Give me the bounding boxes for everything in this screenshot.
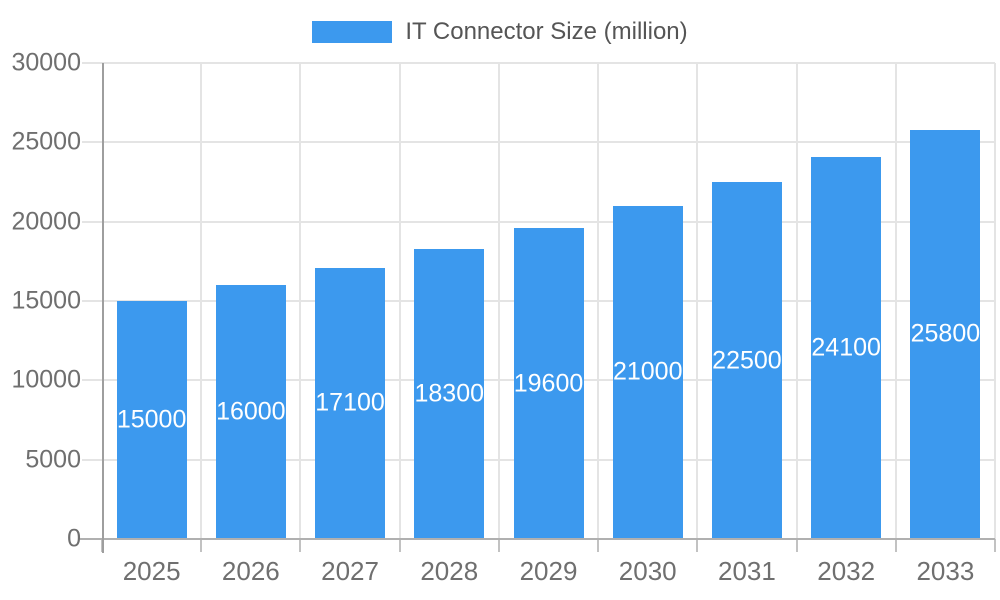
y-axis-tick-label: 20000: [11, 207, 81, 236]
bar-2028[interactable]: 18300: [414, 248, 485, 539]
bar-value-label: 15000: [116, 405, 187, 434]
x-axis-tick-label: 2031: [718, 556, 776, 586]
y-axis-labels: 0 5000 10000 15000 20000 25000 30000: [0, 49, 81, 553]
y-gridline: [82, 62, 995, 64]
x-gridline: [398, 63, 401, 539]
bar-value-label: 16000: [216, 397, 286, 426]
bar-value-label: 18300: [414, 379, 485, 408]
x-axis-tick: [597, 539, 600, 552]
x-gridline: [696, 63, 699, 539]
x-axis-tick-label: 2030: [618, 556, 677, 586]
y-axis-tick-label: 5000: [25, 445, 81, 474]
x-axis-tick-label: 2025: [122, 556, 181, 586]
x-axis-tick: [894, 539, 897, 552]
bar-value-label: 22500: [712, 346, 782, 374]
y-axis-tick-label: 30000: [11, 48, 81, 77]
y-axis-tick-label: 15000: [11, 286, 81, 315]
x-axis-tick-label: 2026: [221, 556, 280, 586]
plot-area: 15000 16000 17100 18300 19600 21000 22500 24100…: [80, 62, 996, 553]
legend-color-swatch-icon: [312, 21, 393, 43]
bar-value-label: 21000: [612, 357, 683, 386]
y-axis-tick-label: 25000: [11, 127, 81, 156]
x-axis-line: [80, 538, 995, 540]
chart-legend[interactable]: IT Connector Size (million): [0, 18, 1000, 45]
bar-2027[interactable]: 17100: [315, 267, 386, 539]
bar-2025[interactable]: 15000: [116, 301, 187, 539]
bar-value-label: 17100: [315, 388, 385, 417]
x-axis-tick: [299, 539, 302, 552]
y-axis-line: [102, 63, 104, 553]
x-axis-tick: [497, 539, 500, 552]
x-gridline: [497, 63, 500, 539]
bar-2030[interactable]: 21000: [612, 205, 683, 539]
x-axis-tick: [795, 539, 798, 552]
x-axis-tick-label: 2032: [817, 556, 876, 586]
x-gridline: [597, 63, 600, 539]
y-gridline: [82, 220, 995, 223]
bar-2031[interactable]: 22500: [711, 182, 782, 539]
bar-value-label: 19600: [513, 369, 584, 397]
y-axis-tick-label: 0: [67, 524, 81, 553]
legend-label: IT Connector Size (million): [405, 18, 688, 45]
x-gridline: [894, 63, 897, 539]
x-axis-tick-label: 2028: [420, 556, 479, 586]
x-axis-tick-label: 2033: [916, 556, 975, 586]
x-axis-tick: [200, 539, 203, 552]
x-gridline: [795, 63, 798, 539]
x-axis-tick: [696, 539, 699, 552]
bar-value-label: 24100: [811, 333, 881, 362]
x-gridline: [200, 63, 203, 539]
bar-2032[interactable]: 24100: [811, 156, 882, 539]
bar-2033[interactable]: 25800: [910, 129, 981, 539]
x-gridline: [994, 63, 996, 539]
y-axis-tick-label: 10000: [11, 365, 81, 394]
x-axis-tick-label: 2027: [321, 556, 379, 586]
bar-value-label: 25800: [910, 319, 981, 348]
x-axis-labels: 2025 2026 2027 2028 2029 2030 2031 2032 2033: [102, 556, 995, 590]
x-gridline: [299, 63, 302, 539]
x-axis-tick-label: 2029: [519, 556, 578, 586]
x-axis-tick: [398, 539, 401, 552]
y-gridline: [82, 141, 995, 144]
x-axis-tick: [994, 539, 996, 552]
bar-2026[interactable]: 16000: [215, 285, 286, 539]
bar-2029[interactable]: 19600: [513, 228, 584, 539]
